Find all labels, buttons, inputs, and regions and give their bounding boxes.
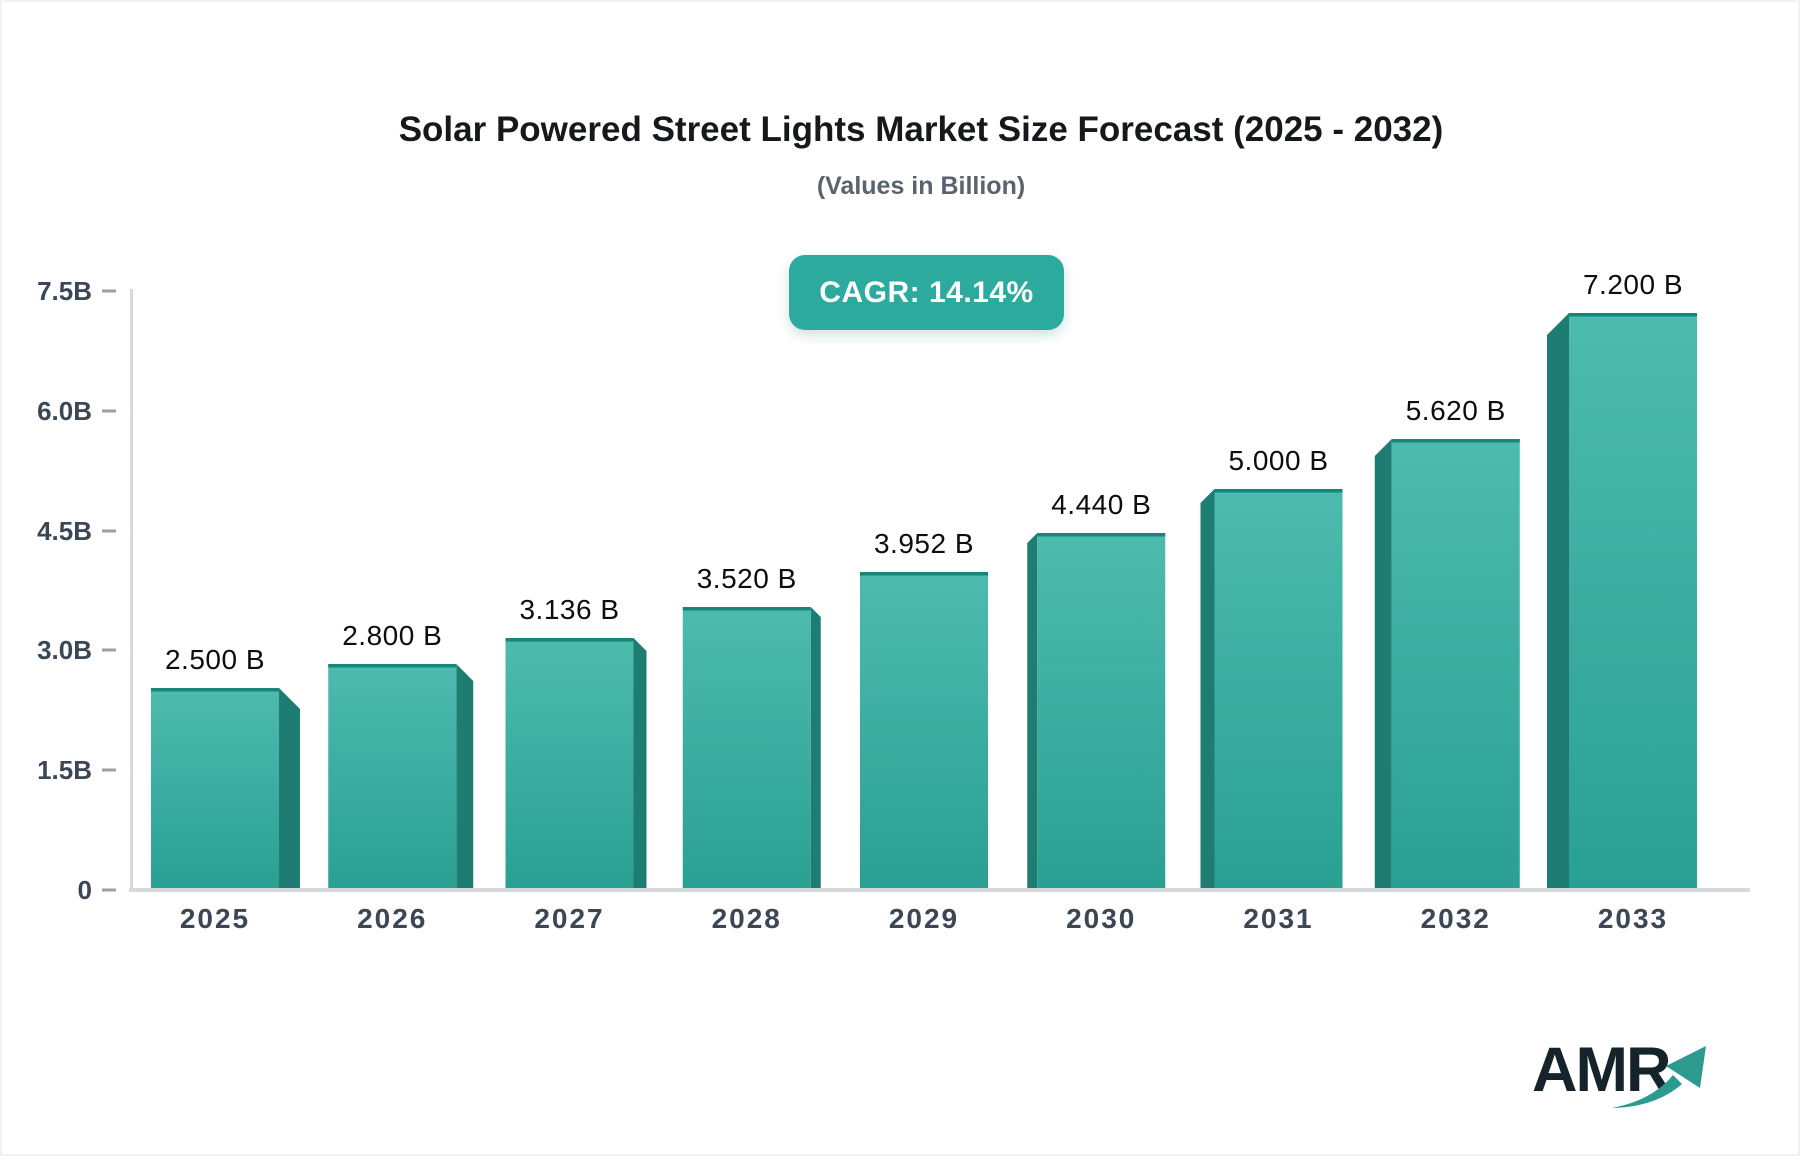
bar-2026 bbox=[328, 664, 457, 888]
bar-2031 bbox=[1214, 489, 1343, 888]
axis-group bbox=[102, 289, 1750, 892]
amr-logo-text: AMR bbox=[1532, 1035, 1671, 1105]
y-tick-mark bbox=[102, 529, 116, 533]
y-tick-mark bbox=[102, 888, 116, 892]
bars-group bbox=[151, 313, 1697, 888]
bar-2027 bbox=[505, 638, 634, 888]
bar-side-2033 bbox=[1547, 313, 1569, 888]
x-axis-line bbox=[129, 888, 1750, 892]
bar-top-edge bbox=[1214, 489, 1343, 493]
bar-top-edge bbox=[1037, 533, 1166, 537]
bar-top-edge bbox=[328, 664, 457, 668]
cagr-badge: CAGR: 14.14% bbox=[789, 255, 1064, 330]
bar-side-2026 bbox=[456, 664, 474, 888]
bar-side-2032 bbox=[1374, 439, 1392, 888]
bar-top-edge bbox=[505, 638, 634, 642]
growth-arrow-icon bbox=[1612, 1046, 1706, 1108]
y-tick-mark bbox=[102, 409, 116, 413]
bar-side-2028 bbox=[810, 607, 821, 888]
bar-top-edge bbox=[151, 688, 279, 692]
bar-side-2025 bbox=[279, 688, 300, 888]
bar-top-edge bbox=[1391, 439, 1520, 443]
bar-2033 bbox=[1569, 313, 1697, 888]
chart-subtitle: (Values in Billion) bbox=[816, 172, 1026, 200]
bar-side-2031 bbox=[1200, 489, 1215, 888]
y-tick-mark bbox=[102, 289, 116, 293]
y-tick-mark bbox=[102, 768, 116, 772]
bar-2025 bbox=[151, 688, 279, 888]
y-tick-mark bbox=[102, 648, 116, 652]
bar-2029 bbox=[860, 572, 988, 888]
bar-top-edge bbox=[682, 607, 811, 611]
bar-2030 bbox=[1037, 533, 1166, 888]
bar-side-2030 bbox=[1027, 533, 1038, 888]
bar-2028 bbox=[682, 607, 811, 888]
bar-2032 bbox=[1391, 439, 1520, 888]
bar-top-edge bbox=[1569, 313, 1697, 317]
bar-top-edge bbox=[860, 572, 988, 576]
bar-side-2027 bbox=[633, 638, 647, 888]
chart-title: Solar Powered Street Lights Market Size … bbox=[398, 110, 1444, 149]
y-axis-line bbox=[130, 289, 133, 892]
amr-logo: AMR bbox=[1532, 1034, 1752, 1124]
